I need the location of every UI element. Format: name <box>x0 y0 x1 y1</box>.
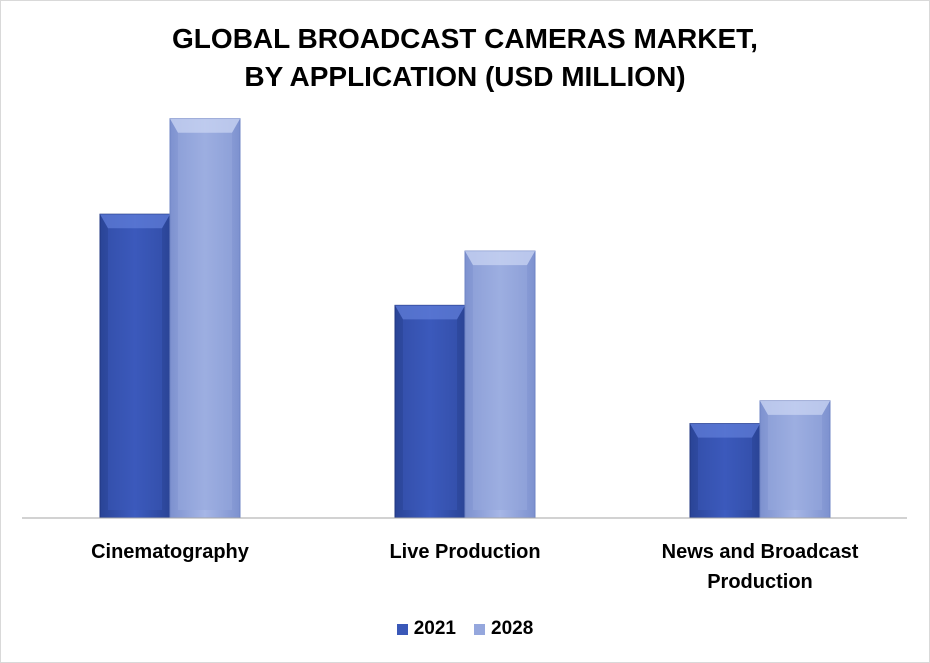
chart-title: GLOBAL BROADCAST CAMERAS MARKET, BY APPL… <box>172 23 758 92</box>
category-label-news-and-broadcast-production: News and Broadcast Production <box>661 541 859 593</box>
bar-news-and-broadcast-production-2028 <box>759 400 831 519</box>
bar-cinematography-2028 <box>169 118 241 519</box>
legend: 2021 2028 <box>0 618 930 640</box>
category-label-live-production: Live Production <box>389 541 541 563</box>
category-label-cinematography: Cinematography <box>91 541 249 563</box>
bar-live-production-2021 <box>394 304 466 519</box>
legend-label-2021: 2021 <box>413 618 456 639</box>
legend-item-2028: 2028 <box>474 618 533 640</box>
legend-swatch-2021 <box>396 623 408 635</box>
bar-cinematography-2021 <box>99 213 171 519</box>
legend-swatch-2028 <box>474 623 485 635</box>
bar-live-production-2028 <box>464 250 536 519</box>
legend-item-2021: 2021 <box>396 618 456 640</box>
bar-news-and-broadcast-production-2021 <box>689 423 761 519</box>
legend-label-2028: 2028 <box>491 618 534 639</box>
